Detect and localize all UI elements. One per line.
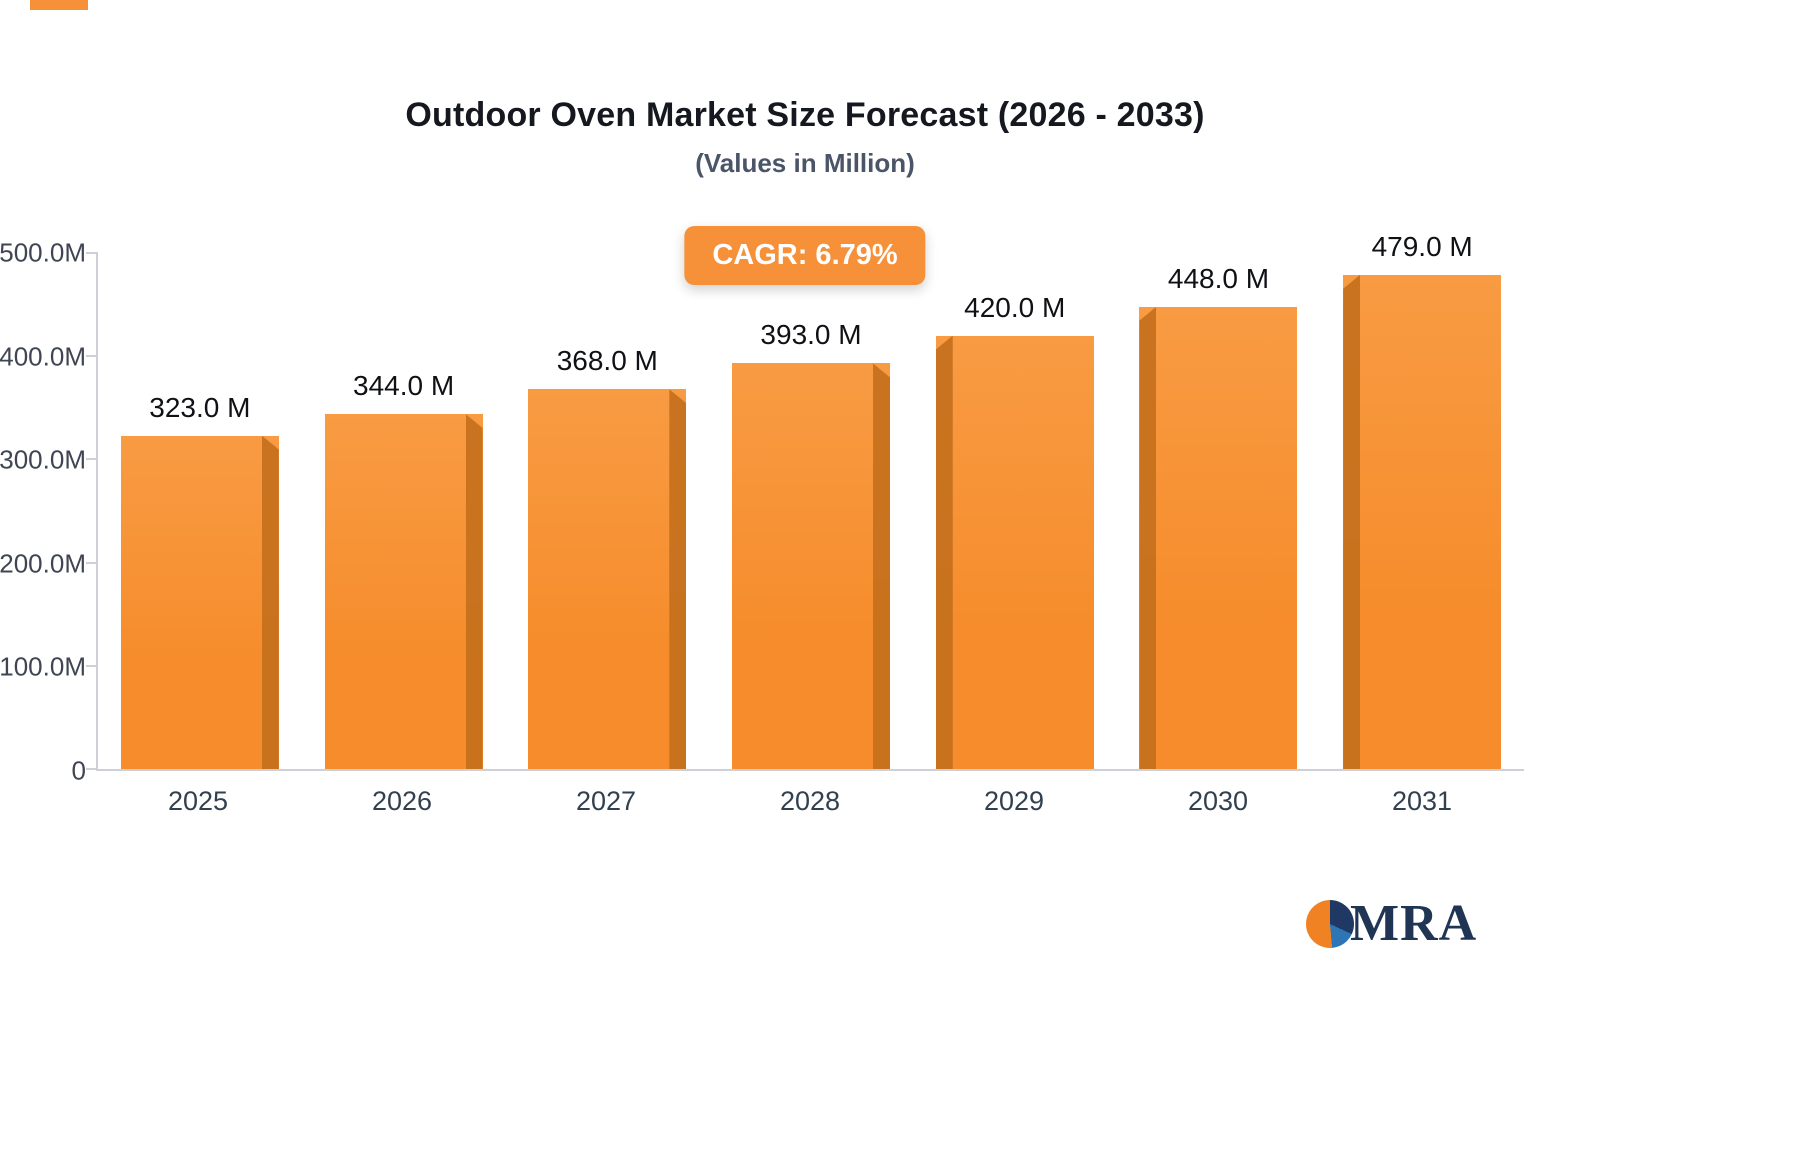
x-tick-label: 2025 <box>167 786 229 816</box>
bar-value-label: 368.0 M <box>556 345 658 377</box>
plot-area: 323.0 M 344.0 M 368.0 M 393.0 M 420.0 M 448.0… <box>86 231 1524 771</box>
cagr-badge: CAGR: 6.79% <box>684 226 926 285</box>
y-tick-mark <box>86 768 98 770</box>
bar-side-shade <box>873 363 891 769</box>
bar-2026: 344.0 M <box>324 370 483 769</box>
bar-value-label: 393.0 M <box>760 319 862 351</box>
y-tick-mark <box>86 458 98 461</box>
x-tick-label: 2028 <box>779 786 841 816</box>
y-axis: 500.0M 400.0M 300.0M 200.0M 100.0M 0 <box>0 238 86 786</box>
bar-2031: 479.0 M <box>1343 231 1502 769</box>
x-axis: 2025 2026 2027 2028 2029 2030 2031 <box>96 786 1524 817</box>
bar-side-shade <box>669 389 687 769</box>
bar-2025: 323.0 M <box>120 392 279 769</box>
brand-logo: MRA <box>1306 898 1477 950</box>
bar-2030: 448.0 M <box>1139 263 1298 769</box>
x-tick-label: 2026 <box>371 786 433 816</box>
y-tick-label: 500.0M <box>0 237 86 268</box>
bar-side-shade <box>935 335 953 769</box>
x-tick-label: 2030 <box>1187 786 1249 816</box>
x-tick-label: 2031 <box>1391 786 1453 816</box>
bar-value-label: 420.0 M <box>964 291 1066 323</box>
bar-value-label: 479.0 M <box>1371 230 1473 262</box>
bar-slot: 368.0 M <box>505 253 709 769</box>
y-tick-mark <box>86 252 98 254</box>
logo-text: MRA <box>1350 895 1478 952</box>
bar-slot: 344.0 M <box>302 253 506 769</box>
y-tick-label: 0 <box>71 755 86 786</box>
bar-value-label: 323.0 M <box>149 391 251 423</box>
bar-side-shade <box>465 414 483 769</box>
y-tick-mark <box>86 355 98 358</box>
bar-2028: 393.0 M <box>732 319 891 769</box>
pie-logo-icon <box>1306 900 1354 948</box>
x-tick-label: 2027 <box>575 786 637 816</box>
bar-value-label: 448.0 M <box>1167 262 1270 294</box>
bar-value-label: 344.0 M <box>352 370 455 401</box>
y-tick-label: 300.0M <box>0 444 86 475</box>
bar-2027: 368.0 M <box>528 345 687 769</box>
chart-title: Outdoor Oven Market Size Forecast (2026 … <box>405 96 1205 134</box>
y-tick-mark <box>86 561 98 564</box>
x-tick-label: 2029 <box>983 786 1045 816</box>
bar-slot: 479.0 M <box>1320 231 1524 769</box>
bar-slot: 323.0 M <box>98 253 302 769</box>
bar-side-shade <box>1343 274 1361 769</box>
bar-slot: 448.0 M <box>1117 253 1321 769</box>
y-tick-mark <box>86 664 98 667</box>
bar-slot: 420.0 M <box>913 253 1117 769</box>
chart-subtitle: (Values in Million) <box>695 148 915 178</box>
bar-side-shade <box>261 435 279 769</box>
bar-side-shade <box>1139 306 1157 769</box>
top-accent-bar <box>30 0 88 10</box>
bar-2029: 420.0 M <box>935 292 1094 769</box>
bar-slot: 393.0 M <box>709 253 913 769</box>
y-tick-label: 400.0M <box>0 341 86 372</box>
y-tick-label: 200.0M <box>0 548 86 579</box>
y-tick-label: 100.0M <box>0 651 86 682</box>
